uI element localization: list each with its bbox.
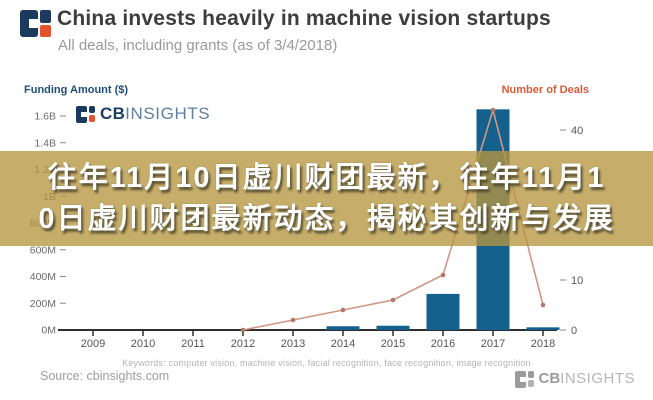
chart-subtitle: All deals, including grants (as of 3/4/2… [58,37,338,54]
caption-overlay-banner: 往年11月10日虚川财团最新，往年11月1 0日虚川财团最新动态，揭秘其创新与发… [0,151,653,246]
svg-text:2016: 2016 [431,338,455,350]
chart-title: China invests heavily in machine vision … [57,7,551,30]
cbinsights-logo-icon [20,10,51,37]
source-caption: Source: cbinsights.com [40,369,170,383]
svg-text:2012: 2012 [231,338,255,350]
cbinsights-footer-logo-icon [515,370,535,388]
svg-text:2013: 2013 [281,338,305,350]
svg-text:2017: 2017 [481,338,505,350]
deals-line [240,107,546,333]
deals-point [340,307,346,313]
cbinsights-watermark: CBINSIGHTS [76,104,210,124]
svg-text:2009: 2009 [81,338,105,350]
watermark-cb-text: CB [100,104,126,123]
footer-cb-text: CB [538,370,561,387]
deals-point [540,302,546,308]
svg-text:0: 0 [571,325,577,337]
svg-text:2010: 2010 [131,338,155,350]
svg-text:2011: 2011 [181,338,205,350]
funding-bar-2018 [526,327,560,330]
svg-text:1.4B: 1.4B [34,137,56,149]
svg-text:200M: 200M [30,298,56,310]
deals-point [240,327,246,333]
deals-point [490,107,496,113]
svg-text:400M: 400M [30,271,56,283]
svg-text:2014: 2014 [331,338,355,350]
svg-text:40: 40 [571,125,583,137]
svg-text:1.6B: 1.6B [34,111,56,123]
funding-bar-2014 [326,326,360,330]
svg-text:10: 10 [571,275,583,287]
svg-text:600M: 600M [30,244,56,256]
left-axis-title: Funding Amount ($) [24,84,129,96]
funding-bar-2016 [426,293,460,330]
cbinsights-watermark-icon [76,105,95,123]
x-axis: 2009 2010 2011 2012 2013 2014 2015 2016 2017 2018 [58,329,557,350]
svg-text:0M: 0M [41,325,56,337]
svg-text:2018: 2018 [531,338,555,350]
deals-point [390,297,396,303]
right-axis-title: Number of Deals [501,84,589,96]
deals-point [440,272,446,278]
cbinsights-footer-logo: CBINSIGHTS [515,370,635,388]
right-axis-ticks: 0 10 40 [560,125,583,337]
caption-line-1: 往年11月10日虚川财团最新，往年11月1 [47,161,606,194]
watermark-insights-text: INSIGHTS [125,104,211,123]
funding-bar-2015 [376,325,410,330]
footer-insights-text: INSIGHTS [560,370,635,387]
caption-line-2: 0日虚川财团最新动态，揭秘其创新与发展 [38,202,615,235]
keywords-caption: Keywords: computer vision, machine visio… [122,358,531,368]
deals-point [290,317,296,323]
svg-text:2015: 2015 [381,338,405,350]
